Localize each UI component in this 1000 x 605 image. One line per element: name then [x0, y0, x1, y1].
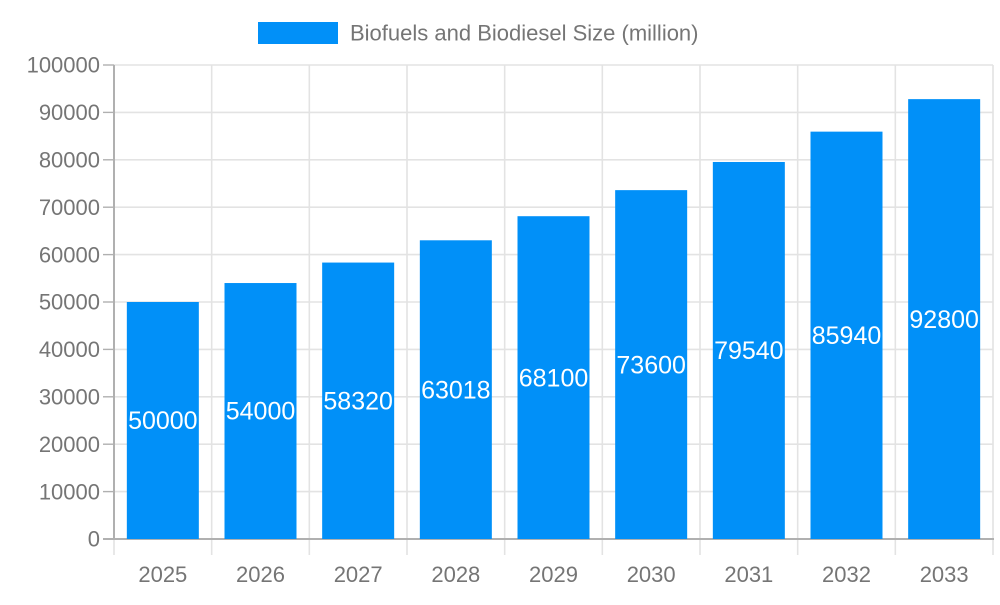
y-tick-label: 70000 [39, 195, 100, 220]
bar-2031[interactable] [712, 161, 785, 539]
bar-2028[interactable] [419, 240, 492, 539]
bar-2030[interactable] [615, 190, 688, 540]
x-tick-label: 2032 [822, 562, 871, 587]
bar-value-label: 79540 [714, 337, 784, 365]
legend-swatch[interactable] [258, 22, 338, 44]
y-tick-label: 60000 [39, 242, 100, 267]
x-tick-label: 2029 [529, 562, 578, 587]
y-tick-label: 100000 [27, 53, 100, 78]
bars-layer: 50000 54000 58320 63018 68100 73600 79540 85940… [126, 99, 981, 540]
bar-value-label: 54000 [226, 398, 296, 426]
bar-value-label: 63018 [421, 376, 491, 404]
bar-2033[interactable] [908, 99, 981, 540]
bar-2026[interactable] [224, 283, 297, 539]
bar-value-label: 92800 [909, 306, 979, 334]
x-tick-label: 2026 [236, 562, 285, 587]
bar-2029[interactable] [517, 216, 590, 539]
x-tick-label: 2030 [627, 562, 676, 587]
bar-value-label: 58320 [323, 387, 393, 415]
bar-value-label: 73600 [616, 351, 686, 379]
bar-2025[interactable] [126, 302, 199, 539]
x-tick-label: 2027 [334, 562, 383, 587]
y-tick-label: 0 [88, 527, 100, 552]
bar-value-label: 68100 [519, 364, 589, 392]
x-tick-label: 2028 [431, 562, 480, 587]
bar-value-label: 85940 [812, 322, 882, 350]
y-tick-label: 30000 [39, 385, 100, 410]
y-tick-label: 40000 [39, 337, 100, 362]
y-tick-label: 10000 [39, 479, 100, 504]
legend[interactable]: Biofuels and Biodiesel Size (million) [258, 21, 699, 46]
y-tick-label: 80000 [39, 148, 100, 173]
bar-2027[interactable] [322, 262, 395, 539]
x-tick-label: 2031 [724, 562, 773, 587]
x-axis-labels: 2025 2026 2027 2028 2029 2030 2031 2032 2033 [138, 562, 968, 587]
bar-value-label: 50000 [128, 407, 198, 435]
x-tick-label: 2033 [920, 562, 969, 587]
y-tick-label: 50000 [39, 290, 100, 315]
x-tick-label: 2025 [138, 562, 187, 587]
y-tick-label: 90000 [39, 100, 100, 125]
y-tick-label: 20000 [39, 432, 100, 457]
legend-label: Biofuels and Biodiesel Size (million) [350, 21, 699, 46]
axis-layer: 0 10000 20000 30000 40000 50000 60000 70000 8000… [27, 53, 994, 555]
bar-2032[interactable] [810, 131, 883, 539]
